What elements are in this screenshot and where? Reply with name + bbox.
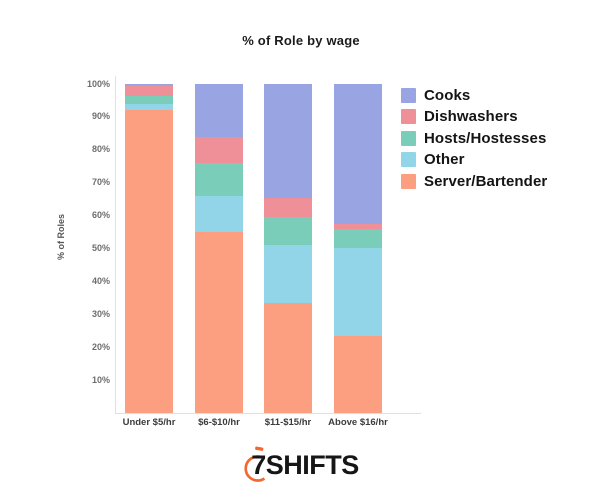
legend-swatch xyxy=(401,109,416,125)
legend-label: Cooks xyxy=(424,87,471,104)
bar-segment-dishwashers[interactable] xyxy=(195,136,243,163)
y-tick-label: 40% xyxy=(91,275,110,286)
legend-item-hosts-hostesses[interactable]: Hosts/Hostesses xyxy=(401,130,547,147)
bar-segment-hosts-hostesses[interactable] xyxy=(195,162,243,196)
bar-segment-other[interactable] xyxy=(195,195,243,233)
x-tick-label: Above $16/hr xyxy=(328,417,388,428)
y-tick-label: 90% xyxy=(91,111,110,122)
y-tick-label: 100% xyxy=(86,78,110,89)
legend-label: Server/Bartender xyxy=(424,172,548,190)
bar-segment-cooks[interactable] xyxy=(264,84,312,198)
legend-swatch xyxy=(401,130,416,146)
legend-item-cooks[interactable]: Cooks xyxy=(401,87,547,104)
bar-segment-dishwashers[interactable] xyxy=(125,85,173,96)
bar-segment-server-bartender[interactable] xyxy=(195,232,243,413)
legend-label: Other xyxy=(424,151,465,169)
bar--11-15-hr xyxy=(264,84,312,413)
bar-segment-hosts-hostesses[interactable] xyxy=(264,217,312,246)
bar-segment-server-bartender[interactable] xyxy=(334,335,382,413)
y-axis-label: % of Roles xyxy=(56,213,66,261)
x-tick-label: Under $5/hr xyxy=(122,417,176,428)
bar-segment-other[interactable] xyxy=(125,103,173,111)
bar-segment-server-bartender[interactable] xyxy=(125,110,173,413)
legend-label: Hosts/Hostesses xyxy=(424,129,547,147)
legend-swatch xyxy=(401,88,416,103)
legend-item-server-bartender[interactable]: Server/Bartender xyxy=(401,173,547,190)
bar-segment-hosts-hostesses[interactable] xyxy=(125,95,173,104)
x-axis-line xyxy=(115,413,421,414)
bar-under-5-hr xyxy=(125,84,173,413)
legend-swatch xyxy=(401,152,416,168)
y-tick-label: 20% xyxy=(91,341,110,352)
y-tick-label: 10% xyxy=(91,374,110,385)
y-tick-label: 70% xyxy=(91,177,110,188)
bar-segment-cooks[interactable] xyxy=(125,84,173,86)
brand-wordmark: 7SHIFTS xyxy=(251,450,359,480)
bar--6-10-hr xyxy=(195,84,243,413)
bar-segment-dishwashers[interactable] xyxy=(264,197,312,218)
y-tick-label: 30% xyxy=(91,308,110,319)
legend-item-dishwashers[interactable]: Dishwashers xyxy=(401,108,547,125)
y-tick-label: 50% xyxy=(91,243,110,253)
legend-item-other[interactable]: Other xyxy=(401,151,547,168)
x-tick-label: $6-$10/hr xyxy=(198,417,240,428)
plot-area xyxy=(115,84,421,413)
bar-segment-other[interactable] xyxy=(334,248,382,336)
brand-logo: 7SHIFTS xyxy=(243,444,359,486)
bar-segment-hosts-hostesses[interactable] xyxy=(334,228,382,249)
chart-title: % of Role by wage xyxy=(242,33,360,48)
bar-segment-other[interactable] xyxy=(264,245,312,303)
legend-label: Dishwashers xyxy=(424,108,518,126)
y-tick-label: 80% xyxy=(91,144,110,155)
stopwatch-icon xyxy=(244,446,266,482)
bar-segment-dishwashers[interactable] xyxy=(334,223,382,229)
legend: Cooks Dishwashers Hosts/Hostesses Other Serv… xyxy=(401,87,547,194)
bar-segment-cooks[interactable] xyxy=(334,84,382,224)
y-tick-label: 60% xyxy=(91,210,110,221)
legend-swatch xyxy=(401,173,416,189)
bar-above-16-hr xyxy=(334,84,382,413)
bar-segment-cooks[interactable] xyxy=(195,84,243,137)
x-tick-label: $11-$15/hr xyxy=(264,417,312,428)
y-axis-line xyxy=(115,76,116,414)
bar-segment-server-bartender[interactable] xyxy=(264,302,312,413)
